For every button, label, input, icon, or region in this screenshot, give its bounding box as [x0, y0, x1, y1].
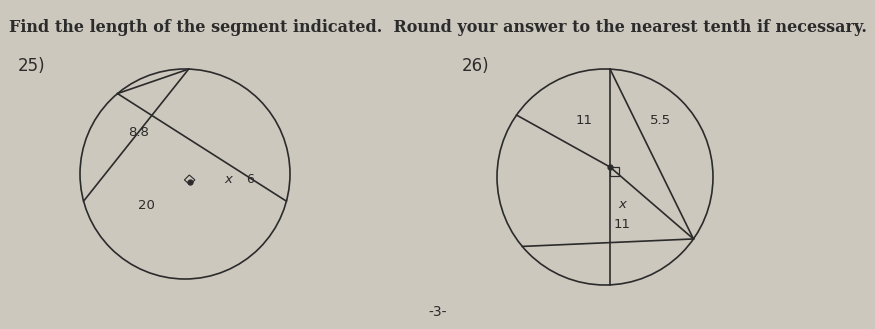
Text: -3-: -3- — [428, 305, 447, 319]
Text: x: x — [618, 198, 626, 212]
Text: 8.8: 8.8 — [129, 126, 150, 139]
Text: Find the length of the segment indicated.  Round your answer to the nearest tent: Find the length of the segment indicated… — [9, 19, 866, 36]
Text: 11: 11 — [576, 114, 593, 127]
Text: 5.5: 5.5 — [650, 114, 671, 127]
Text: 11: 11 — [613, 218, 631, 232]
Text: x: x — [224, 173, 232, 186]
Text: 6: 6 — [246, 173, 254, 186]
Text: 20: 20 — [138, 199, 155, 212]
Text: 26): 26) — [462, 57, 490, 75]
Text: 25): 25) — [18, 57, 46, 75]
